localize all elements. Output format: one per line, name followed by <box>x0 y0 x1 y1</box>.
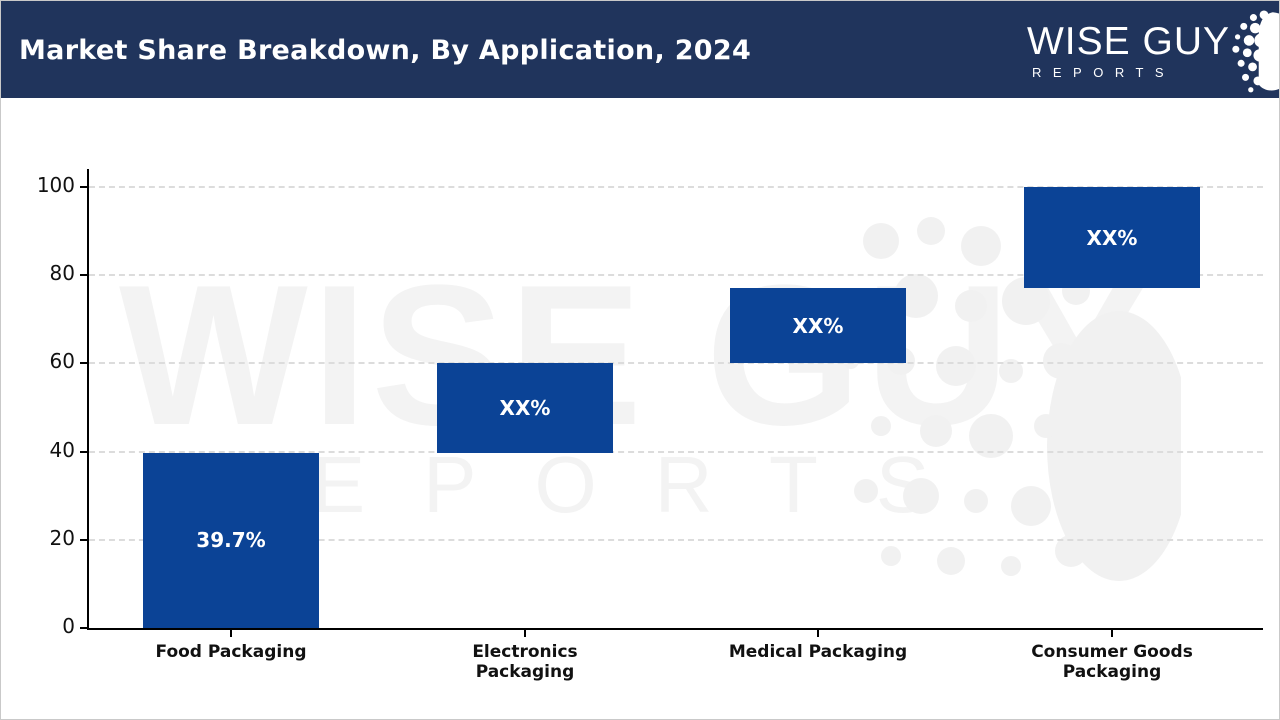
bar-3: XX% <box>1024 187 1200 289</box>
x-tick-mark <box>1111 630 1113 637</box>
logo-wordmark: WISE GUY REPORTS <box>1027 19 1231 81</box>
y-tick-mark <box>80 538 87 541</box>
x-tick-label: Food Packaging <box>121 642 341 662</box>
logo-head-icon <box>1232 10 1279 93</box>
logo-wordmark-sub: REPORTS <box>1032 65 1176 81</box>
x-axis <box>87 628 1263 630</box>
gridline-20 <box>89 538 1263 541</box>
header-bar: Market Share Breakdown, By Application, … <box>1 1 1279 98</box>
gridline-80 <box>89 274 1263 277</box>
gridline-100 <box>89 186 1263 188</box>
x-tick-label-line: Packaging <box>475 662 575 682</box>
y-tick-label: 100 <box>36 173 75 197</box>
x-tick-mark <box>524 630 526 637</box>
y-tick-label: 80 <box>49 261 75 286</box>
y-tick-mark <box>80 186 87 188</box>
x-tick-mark <box>230 630 232 637</box>
x-tick-label-line: Food Packaging <box>155 642 307 662</box>
wiseguy-logo: WISE GUY REPORTS <box>1027 7 1279 95</box>
x-tick-label-line: Consumer Goods <box>1031 642 1193 662</box>
y-axis <box>87 169 89 630</box>
bar-1: XX% <box>437 363 613 453</box>
bar-value-label: XX% <box>499 396 551 421</box>
y-tick-mark <box>80 627 87 629</box>
y-tick-label: 40 <box>49 437 75 462</box>
x-tick-label: Electronics Packaging <box>415 642 635 682</box>
x-tick-label-line: Medical Packaging <box>728 642 908 662</box>
bar-0: 39.7% <box>143 452 319 628</box>
bar-2: XX% <box>730 288 906 364</box>
gridline-60 <box>89 362 1263 365</box>
y-tick-mark <box>80 274 87 277</box>
x-tick-label-line: Electronics <box>472 642 578 662</box>
logo-wordmark-main: WISE GUY <box>1027 19 1231 63</box>
y-tick-label: 60 <box>49 349 75 374</box>
page-title: Market Share Breakdown, By Application, … <box>19 35 752 66</box>
y-tick-label: 20 <box>49 525 75 550</box>
x-tick-label: Consumer Goods Packaging <box>1002 642 1222 682</box>
x-tick-mark <box>817 630 819 637</box>
x-tick-label: Medical Packaging <box>708 642 928 662</box>
y-tick-mark <box>80 362 87 365</box>
bar-value-label: XX% <box>1086 225 1138 250</box>
y-tick-label: 0 <box>62 614 75 638</box>
bar-value-label: 39.7% <box>196 528 266 553</box>
y-tick-mark <box>80 450 87 453</box>
x-tick-label-line: Packaging <box>1062 662 1162 682</box>
gridline-40 <box>89 450 1263 453</box>
bar-value-label: XX% <box>792 313 844 338</box>
